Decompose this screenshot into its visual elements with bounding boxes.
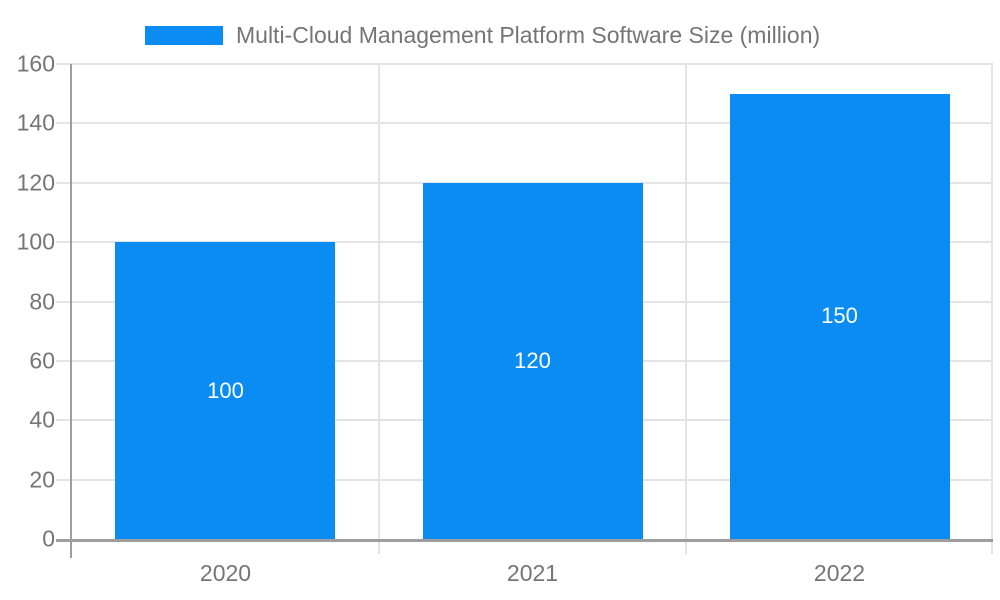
chart-legend: Multi-Cloud Management Platform Software… [145, 18, 820, 52]
y-tick-label: 40 [29, 406, 55, 433]
plot-area: 0 20 40 60 80 100 120 140 160 100 2020 120 2021 150 20… [17, 52, 993, 586]
y-tick-label: 20 [29, 466, 55, 493]
legend-swatch [145, 25, 223, 45]
y-tick-label: 80 [29, 288, 55, 314]
x-tick-label: 2021 [506, 560, 559, 586]
y-axis-line [70, 64, 72, 558]
x-axis-line [56, 539, 993, 542]
gridline-vertical [991, 64, 993, 554]
bar: 100 [115, 242, 336, 539]
bar-value-label: 100 [207, 377, 244, 403]
gridline-horizontal [56, 63, 993, 65]
gridline-vertical [377, 64, 380, 554]
y-tick-label: 60 [29, 347, 55, 374]
y-tick-label: 120 [16, 169, 55, 196]
x-tick-label: 2020 [199, 560, 252, 586]
bar-value-label: 120 [514, 347, 551, 373]
gridline-horizontal [56, 122, 993, 125]
x-tick-label: 2022 [813, 560, 866, 586]
gridline-vertical [684, 64, 687, 554]
y-tick-label: 140 [16, 109, 55, 136]
y-tick-label: 100 [16, 228, 55, 255]
legend-label: Multi-Cloud Management Platform Software… [236, 21, 821, 48]
bar: 120 [422, 182, 643, 539]
bar-value-label: 150 [821, 303, 858, 329]
y-tick-label: 160 [16, 50, 55, 77]
y-tick-label: 0 [42, 525, 55, 552]
bar: 150 [729, 93, 950, 539]
